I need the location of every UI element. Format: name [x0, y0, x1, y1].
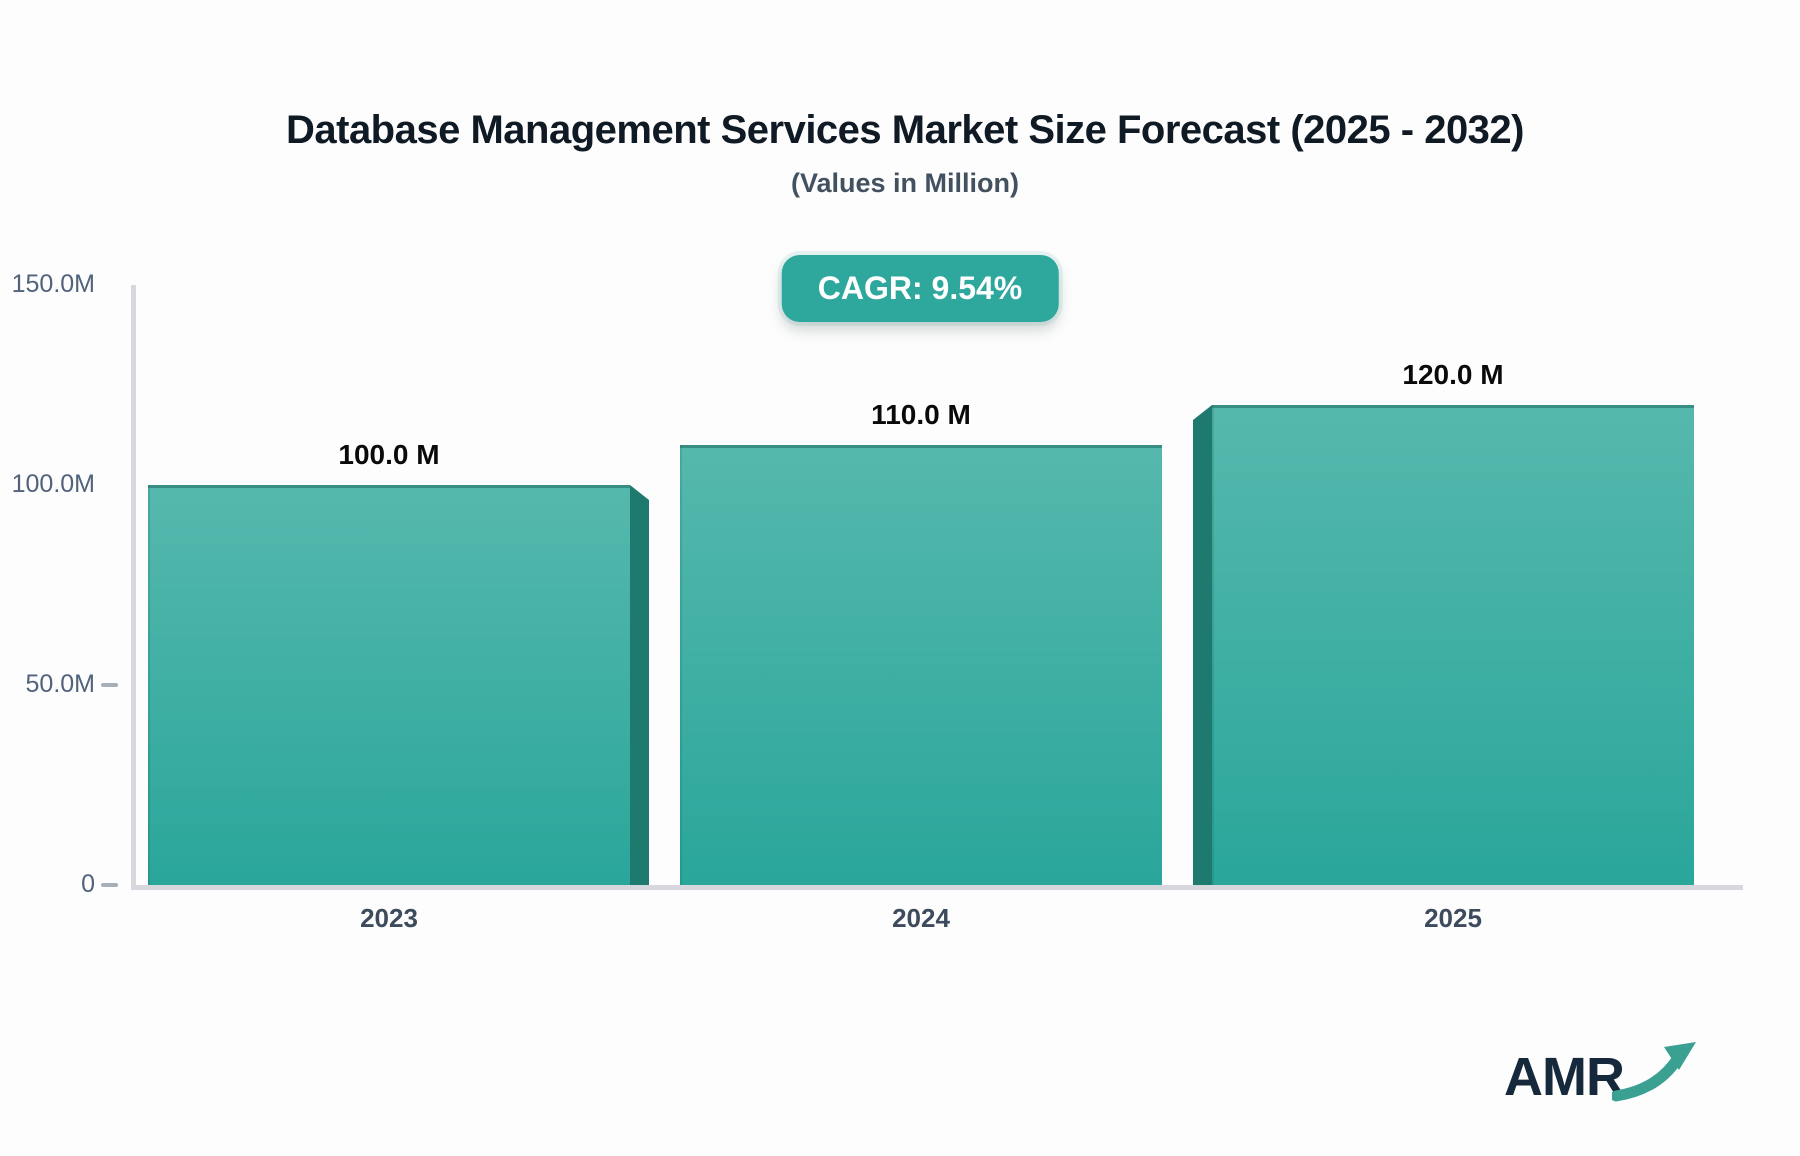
x-axis-category-label: 2024: [892, 903, 950, 933]
bar-2024: [680, 445, 1162, 885]
y-axis-tick-label: 0: [81, 870, 95, 898]
bar-3d-edge-2025: [1193, 405, 1212, 885]
cagr-badge: CAGR: 9.54%: [781, 255, 1059, 322]
growth-arrow-icon: [1612, 1042, 1696, 1102]
x-axis-category-label: 2025: [1424, 903, 1482, 933]
chart-subtitle: (Values in Million): [790, 168, 1020, 198]
page-title: Database Management Services Market Size…: [285, 108, 1525, 152]
x-axis-category-label: 2023: [360, 903, 418, 933]
bar-value-label: 120.0 M: [1402, 359, 1504, 390]
bar-value-label: 100.0 M: [338, 439, 440, 470]
amr-logo-text: AMR: [1504, 1047, 1625, 1107]
y-axis-tick-label: 50.0M: [25, 670, 95, 698]
bar-2023: [148, 485, 630, 885]
bar-value-label: 110.0 M: [871, 399, 971, 430]
y-axis-tick-mark: [101, 683, 118, 687]
bar-2025: [1212, 405, 1694, 885]
x-axis-line: [131, 885, 1743, 890]
amr-logo: AMR: [1504, 1038, 1700, 1104]
bar-3d-edge-2023: [630, 485, 649, 885]
y-axis-tick-mark: [101, 883, 118, 887]
y-axis-line: [131, 285, 136, 890]
y-axis-tick-label: 100.0M: [11, 470, 95, 498]
y-axis-tick-label: 150.0M: [11, 270, 95, 298]
